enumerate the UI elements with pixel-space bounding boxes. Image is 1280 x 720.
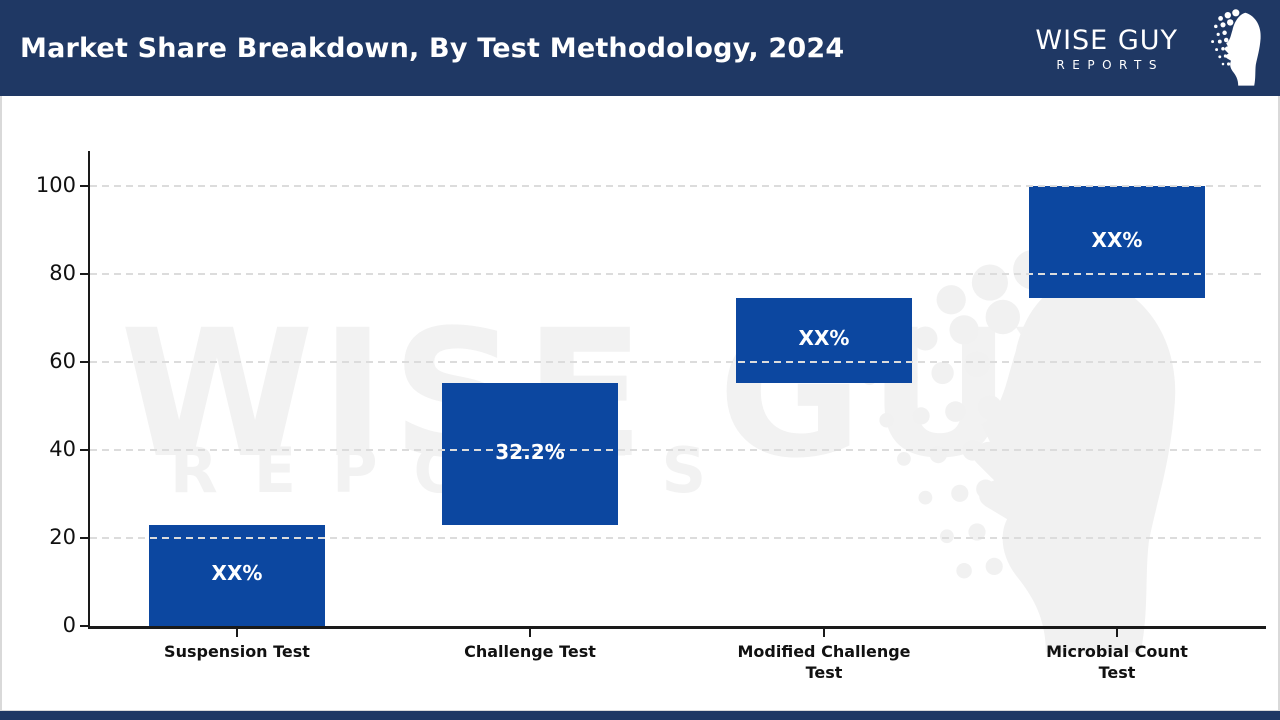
y-tick-label-20: 20 <box>49 525 76 549</box>
x-tick-suspension-test <box>236 629 238 637</box>
bar-challenge-test <box>442 383 618 525</box>
y-tick-label-100: 100 <box>35 173 76 197</box>
bar-value-label-microbial-count-test: XX% <box>1091 228 1143 252</box>
y-tick-80 <box>80 273 89 275</box>
bar-value-label-modified-challenge-test: XX% <box>798 326 850 350</box>
y-tick-label-60: 60 <box>49 349 76 373</box>
footer-bar <box>0 711 1280 720</box>
x-tick-label-line: Challenge Test <box>464 642 596 661</box>
bar-microbial-count-test <box>1029 186 1205 298</box>
bar-modified-challenge-test <box>736 297 912 384</box>
y-tick-20 <box>80 537 89 539</box>
y-tick-label-40: 40 <box>49 437 76 461</box>
x-tick-challenge-test <box>529 629 531 637</box>
bar-suspension-test <box>149 524 325 626</box>
x-tick-label-modified-challenge-test: Modified Challenge Test <box>714 641 934 683</box>
x-tick-label-line: Suspension Test <box>164 642 310 661</box>
x-tick-label-line: Microbial Count <box>1046 642 1188 661</box>
bar-value-label-challenge-test: 32.2% <box>495 440 565 464</box>
logo-wordmark-line2: REPORTS <box>1056 57 1164 72</box>
bar-value-label-suspension-test: XX% <box>211 561 263 585</box>
y-tick-label-80: 80 <box>49 261 76 285</box>
x-tick-label-microbial-count-test: Microbial Count Test <box>1007 641 1227 683</box>
header-bar: Market Share Breakdown, By Test Methodol… <box>0 0 1280 96</box>
y-tick-label-0: 0 <box>62 613 76 637</box>
gridline-20 <box>90 537 1264 539</box>
gridline-100 <box>90 185 1264 187</box>
gridline-60 <box>90 361 1264 363</box>
wise-guy-reports-logo: WISE GUY REPORTS <box>1035 8 1266 88</box>
y-tick-0 <box>80 625 89 627</box>
x-tick-label-line: Test <box>1098 663 1136 682</box>
x-tick-label-challenge-test: Challenge Test <box>420 641 640 662</box>
logo-face-icon <box>1211 9 1261 86</box>
gridline-40 <box>90 449 1264 451</box>
x-axis-line <box>88 626 1266 629</box>
x-tick-microbial-count-test <box>1116 629 1118 637</box>
y-axis-line <box>88 151 90 629</box>
x-tick-modified-challenge-test <box>823 629 825 637</box>
y-tick-60 <box>80 361 89 363</box>
chart-title: Market Share Breakdown, By Test Methodol… <box>20 32 845 64</box>
x-tick-label-suspension-test: Suspension Test <box>127 641 347 662</box>
chart-area: WISE GUY REPORTS 020406080100XX%Suspensi… <box>0 96 1280 712</box>
gridline-80 <box>90 273 1264 275</box>
logo-wordmark: WISE GUY REPORTS <box>1035 25 1178 72</box>
x-tick-label-line: Modified Challenge <box>737 642 911 661</box>
y-tick-40 <box>80 449 89 451</box>
y-tick-100 <box>80 185 89 187</box>
x-tick-label-line: Test <box>805 663 843 682</box>
logo-wordmark-line1: WISE GUY <box>1035 24 1178 56</box>
